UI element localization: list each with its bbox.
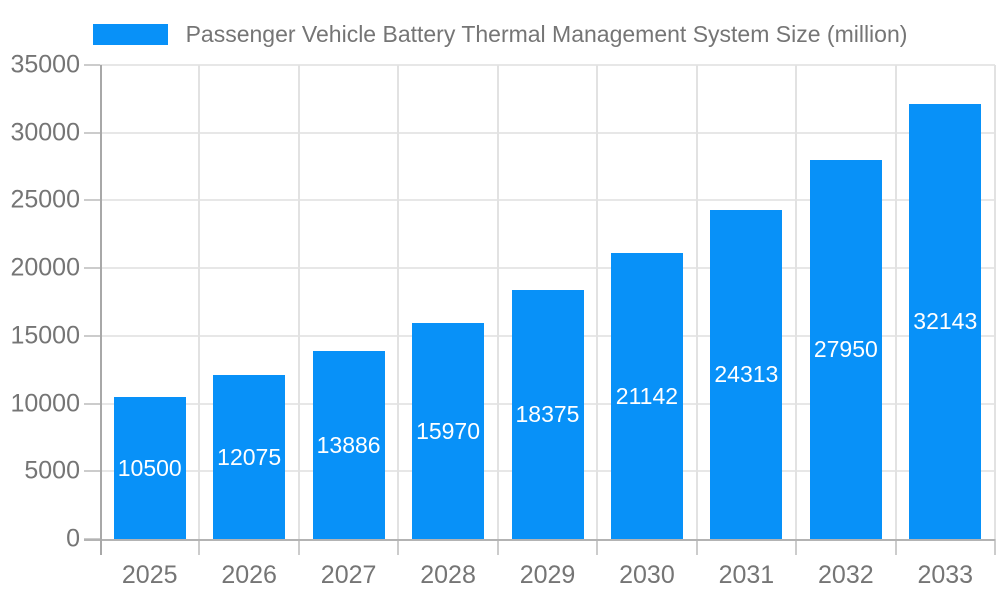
bar: 21142: [610, 253, 683, 539]
legend-swatch: [92, 24, 168, 45]
y-axis-tick: [84, 199, 100, 202]
h-gridline: [100, 131, 995, 134]
y-axis-tick: [84, 334, 100, 337]
bar: 10500: [113, 397, 186, 539]
bar: 27950: [809, 160, 882, 539]
y-axis-label: 5000: [24, 456, 80, 485]
v-gridline: [596, 65, 599, 539]
bar-value-label: 27950: [813, 336, 878, 362]
bar-value-label: 18375: [515, 401, 580, 427]
bar: 32143: [909, 104, 982, 539]
bar-value-label: 13886: [316, 431, 381, 458]
legend-label: Passenger Vehicle Battery Thermal Manage…: [185, 21, 908, 47]
plot-area: 0 5000 10000 15000 20000 25000 30000 35000 2025 1…: [10, 52, 996, 588]
bar-value-label: 15970: [416, 417, 481, 444]
x-axis-tick: [596, 539, 599, 555]
y-axis-label: 0: [66, 524, 80, 553]
v-gridline: [795, 65, 798, 539]
v-gridline: [695, 65, 698, 539]
x-axis-baseline: [84, 539, 995, 541]
v-gridline: [397, 65, 400, 539]
y-axis-label: 35000: [10, 50, 80, 79]
v-gridline: [994, 65, 996, 539]
x-axis-tick: [198, 539, 201, 555]
v-gridline: [198, 65, 201, 539]
x-axis-tick: [795, 539, 798, 555]
x-axis-tick: [397, 539, 400, 555]
bar-value-label: 24313: [714, 361, 779, 387]
bar: 18375: [511, 290, 584, 539]
bar-value-label: 21142: [615, 382, 679, 409]
x-axis-tick: [297, 539, 300, 555]
bar: 12075: [213, 375, 286, 539]
x-axis-tick: [894, 539, 897, 555]
bar: 13886: [312, 351, 385, 539]
y-axis-tick: [84, 267, 100, 270]
y-axis-line: [100, 65, 102, 555]
v-gridline: [894, 65, 897, 539]
y-axis-label: 15000: [10, 321, 80, 350]
x-axis-tick: [994, 539, 996, 555]
x-axis-label: 2027: [320, 561, 377, 589]
x-axis-label: 2033: [917, 561, 974, 589]
x-axis-tick: [695, 539, 698, 555]
x-axis-label: 2032: [818, 561, 874, 589]
bar-value-label: 10500: [117, 454, 182, 481]
x-axis-label: 2030: [619, 561, 675, 589]
x-axis-label: 2031: [718, 561, 775, 589]
x-axis-label: 2028: [420, 561, 476, 589]
h-gridline: [100, 64, 995, 66]
v-gridline: [297, 65, 300, 539]
bar-value-label: 12075: [217, 443, 282, 470]
h-gridline: [100, 199, 995, 202]
y-axis-label: 10000: [10, 389, 80, 418]
x-axis-label: 2026: [221, 561, 277, 589]
y-axis-tick: [84, 402, 100, 405]
bar: 24313: [710, 210, 783, 539]
bar: 15970: [412, 323, 485, 539]
v-gridline: [496, 65, 499, 539]
x-axis-label: 2029: [519, 561, 576, 589]
y-axis-label: 20000: [10, 253, 80, 282]
x-axis-tick: [496, 539, 499, 555]
y-axis-label: 30000: [10, 118, 80, 147]
y-axis-label: 25000: [10, 185, 80, 214]
y-axis-tick: [84, 131, 100, 134]
h-gridline: [100, 267, 995, 270]
x-axis-label: 2025: [121, 561, 178, 589]
bar-value-label: 32143: [913, 308, 978, 334]
legend: Passenger Vehicle Battery Thermal Manage…: [0, 21, 1000, 48]
y-axis-tick: [84, 64, 100, 66]
y-axis-tick: [84, 470, 100, 473]
